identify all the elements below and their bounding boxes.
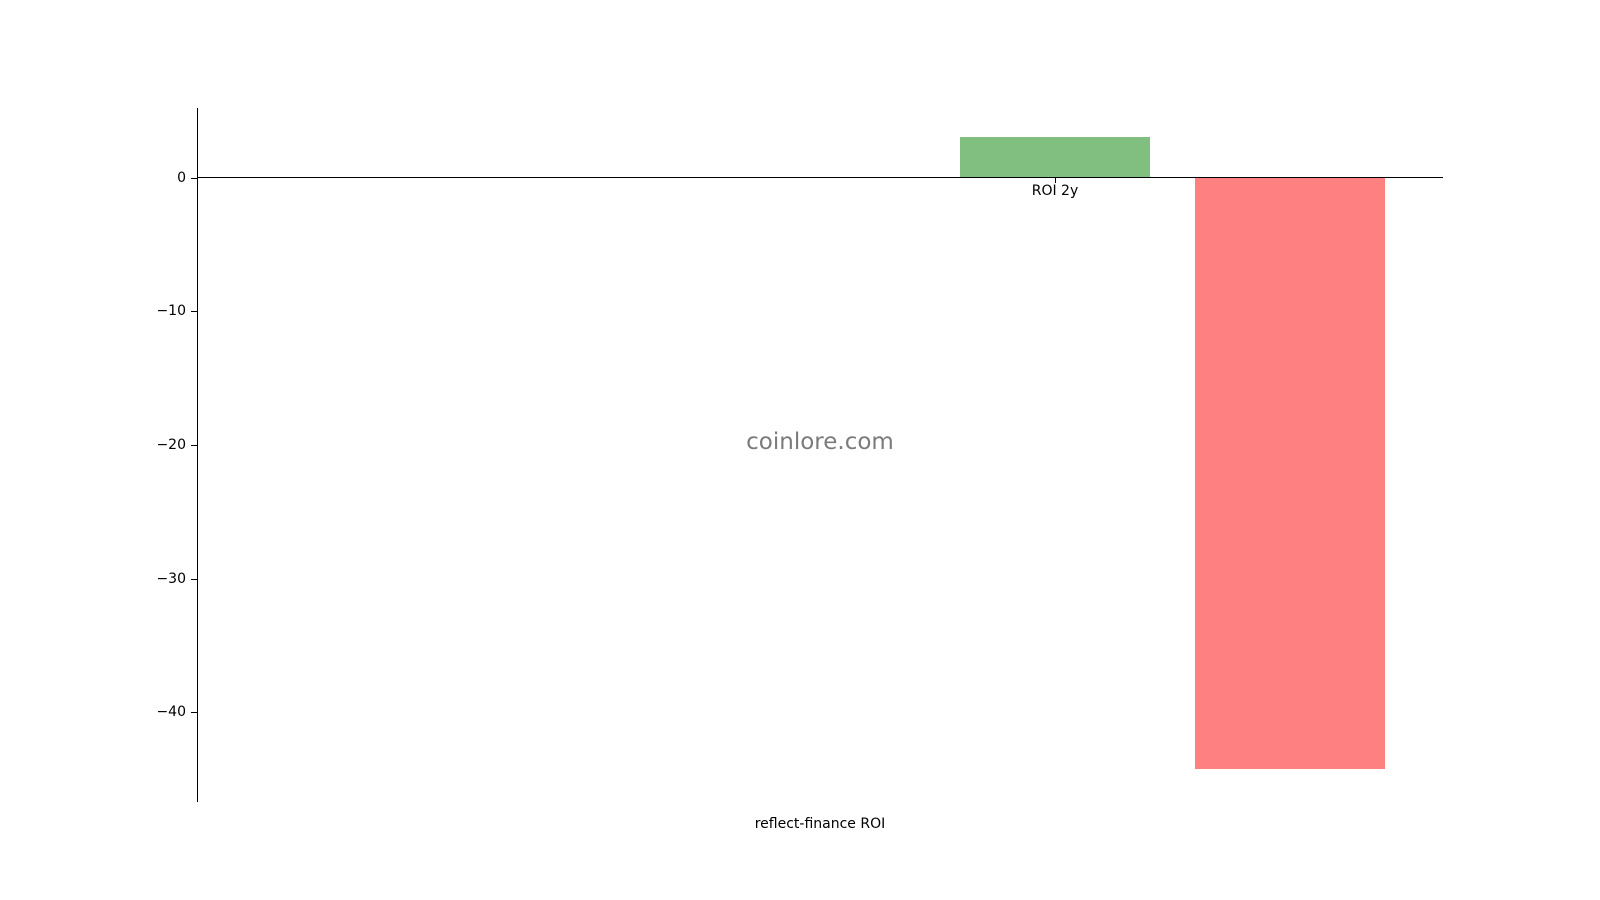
x-axis-zero-line [197,177,1443,178]
y-tick-label: −40 [156,704,186,721]
x-axis-label: reflect-finance ROI [754,816,886,832]
x-tick-mark [1055,177,1056,183]
y-tick-mark [191,444,197,446]
y-tick-mark [191,177,197,179]
y-tick-mark [191,311,197,313]
roi-bar-negative [1195,177,1385,769]
y-tick-mark [191,578,197,580]
y-axis-spine [197,108,198,802]
y-tick-label: −10 [156,303,186,320]
y-tick-label: 0 [177,169,186,186]
x-tick-label: ROI 2y [1031,182,1079,199]
watermark-text: coinlore.com [746,429,894,455]
y-tick-label: −20 [156,436,186,453]
y-tick-label: −30 [156,570,186,587]
y-tick-mark [191,712,197,714]
roi-bar-positive [960,137,1150,178]
